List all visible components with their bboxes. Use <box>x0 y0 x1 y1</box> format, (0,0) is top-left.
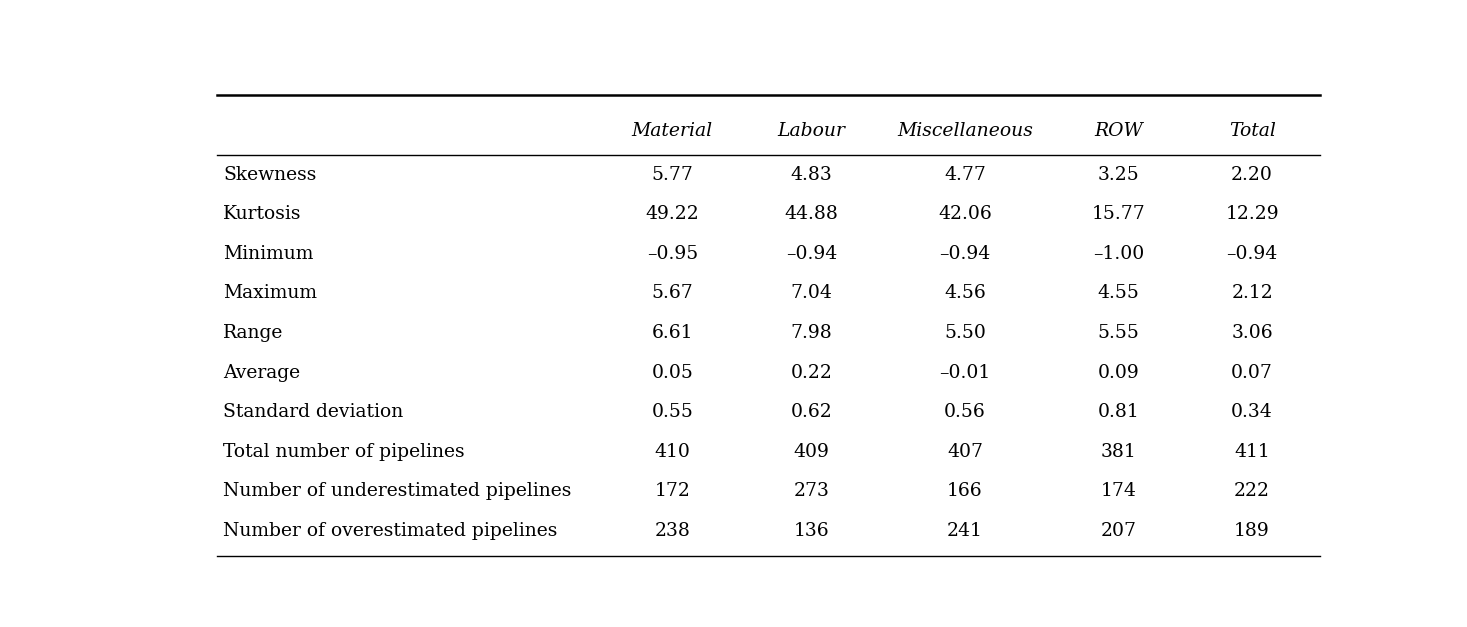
Text: –0.94: –0.94 <box>1226 245 1278 263</box>
Text: Total number of pipelines: Total number of pipelines <box>223 443 465 461</box>
Text: Minimum: Minimum <box>223 245 314 263</box>
Text: 407: 407 <box>948 443 983 461</box>
Text: 0.22: 0.22 <box>791 364 832 382</box>
Text: Standard deviation: Standard deviation <box>223 403 403 421</box>
Text: 0.34: 0.34 <box>1231 403 1273 421</box>
Text: 241: 241 <box>948 522 983 540</box>
Text: Average: Average <box>223 364 301 382</box>
Text: ROW: ROW <box>1094 122 1143 140</box>
Text: 0.56: 0.56 <box>945 403 986 421</box>
Text: –0.94: –0.94 <box>786 245 838 263</box>
Text: 15.77: 15.77 <box>1091 205 1146 223</box>
Text: –0.01: –0.01 <box>939 364 990 382</box>
Text: Total: Total <box>1229 122 1275 140</box>
Text: 49.22: 49.22 <box>645 205 700 223</box>
Text: –0.94: –0.94 <box>939 245 990 263</box>
Text: Labour: Labour <box>778 122 845 140</box>
Text: 0.09: 0.09 <box>1097 364 1140 382</box>
Text: 44.88: 44.88 <box>785 205 839 223</box>
Text: 409: 409 <box>794 443 829 461</box>
Text: 0.07: 0.07 <box>1231 364 1273 382</box>
Text: 0.05: 0.05 <box>651 364 694 382</box>
Text: 7.04: 7.04 <box>791 285 832 302</box>
Text: 0.62: 0.62 <box>791 403 832 421</box>
Text: 4.56: 4.56 <box>945 285 986 302</box>
Text: –1.00: –1.00 <box>1093 245 1144 263</box>
Text: 136: 136 <box>794 522 829 540</box>
Text: Miscellaneous: Miscellaneous <box>898 122 1033 140</box>
Text: Material: Material <box>632 122 713 140</box>
Text: 0.81: 0.81 <box>1097 403 1140 421</box>
Text: 3.06: 3.06 <box>1231 324 1273 342</box>
Text: Skewness: Skewness <box>223 166 317 184</box>
Text: 381: 381 <box>1100 443 1137 461</box>
Text: 3.25: 3.25 <box>1097 166 1140 184</box>
Text: 410: 410 <box>654 443 689 461</box>
Text: 5.67: 5.67 <box>651 285 692 302</box>
Text: 222: 222 <box>1234 482 1270 500</box>
Text: 5.50: 5.50 <box>945 324 986 342</box>
Text: 6.61: 6.61 <box>651 324 692 342</box>
Text: 4.77: 4.77 <box>945 166 986 184</box>
Text: Number of underestimated pipelines: Number of underestimated pipelines <box>223 482 572 500</box>
Text: Kurtosis: Kurtosis <box>223 205 302 223</box>
Text: 411: 411 <box>1234 443 1270 461</box>
Text: 5.55: 5.55 <box>1097 324 1140 342</box>
Text: 238: 238 <box>654 522 689 540</box>
Text: Range: Range <box>223 324 283 342</box>
Text: 172: 172 <box>654 482 689 500</box>
Text: 7.98: 7.98 <box>791 324 832 342</box>
Text: 207: 207 <box>1100 522 1137 540</box>
Text: 166: 166 <box>948 482 983 500</box>
Text: 12.29: 12.29 <box>1225 205 1279 223</box>
Text: Number of overestimated pipelines: Number of overestimated pipelines <box>223 522 557 540</box>
Text: 273: 273 <box>794 482 829 500</box>
Text: 2.20: 2.20 <box>1231 166 1273 184</box>
Text: –0.95: –0.95 <box>647 245 698 263</box>
Text: 4.55: 4.55 <box>1097 285 1140 302</box>
Text: Maximum: Maximum <box>223 285 317 302</box>
Text: 2.12: 2.12 <box>1231 285 1273 302</box>
Text: 42.06: 42.06 <box>937 205 992 223</box>
Text: 174: 174 <box>1100 482 1137 500</box>
Text: 4.83: 4.83 <box>791 166 832 184</box>
Text: 0.55: 0.55 <box>651 403 694 421</box>
Text: 189: 189 <box>1234 522 1270 540</box>
Text: 5.77: 5.77 <box>651 166 694 184</box>
